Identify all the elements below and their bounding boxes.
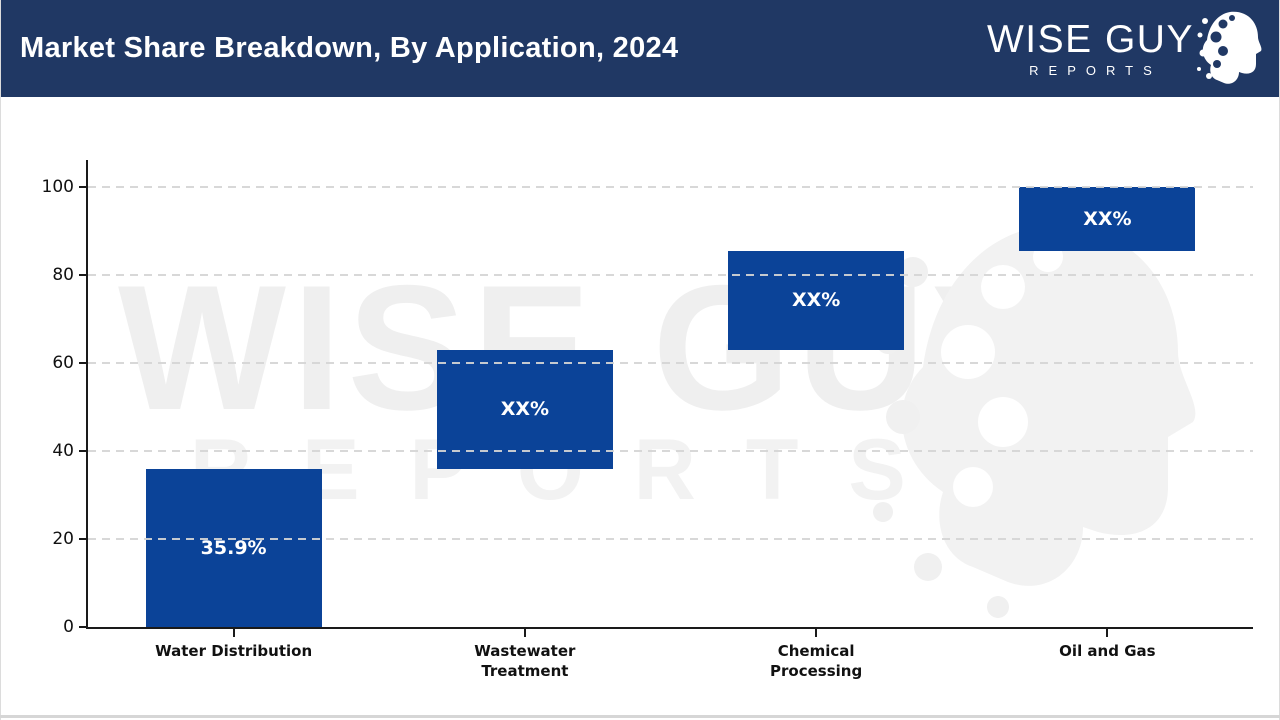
gridline bbox=[88, 274, 1253, 276]
logo-text: WISE GUY REPORTS bbox=[987, 20, 1194, 78]
y-tick-mark bbox=[79, 274, 86, 276]
bar-value-label: XX% bbox=[1083, 207, 1132, 230]
y-tick-label: 80 bbox=[52, 265, 74, 285]
page-border-left bbox=[0, 0, 1, 720]
x-tick-mark bbox=[232, 629, 235, 637]
brand-logo: WISE GUY REPORTS bbox=[987, 9, 1264, 89]
y-tick-label: 60 bbox=[52, 353, 74, 373]
x-tick-mark bbox=[815, 629, 818, 637]
bar-segment: 35.9% bbox=[145, 469, 322, 627]
bar-value-label: XX% bbox=[791, 289, 841, 312]
chart-area: WISE GUY REPORTS 0 20 40 60 80 100 35.9% Water … bbox=[0, 97, 1280, 717]
logo-subtitle: REPORTS bbox=[1029, 62, 1162, 78]
y-tick-label: 0 bbox=[63, 617, 74, 637]
y-tick-mark bbox=[79, 362, 86, 364]
watermark-head-icon bbox=[873, 225, 1196, 618]
x-axis-line bbox=[86, 627, 1253, 629]
bar-value-label: XX% bbox=[500, 398, 550, 421]
y-axis-line bbox=[86, 160, 88, 629]
plot-area: 0 20 40 60 80 100 35.9% Water Distribution XX% Wa… bbox=[42, 160, 1253, 680]
logo-wordmark: WISE GUY bbox=[986, 17, 1194, 61]
bar-value-label: 35.9% bbox=[200, 537, 267, 559]
page-title: Market Share Breakdown, By Application, … bbox=[20, 32, 679, 64]
x-tick-label: Wastewater Treatment bbox=[474, 642, 576, 680]
header-bar: Market Share Breakdown, By Application, … bbox=[0, 0, 1280, 97]
logo-head-icon bbox=[1197, 11, 1262, 84]
y-tick-label: 20 bbox=[52, 529, 74, 549]
bar-segment: XX% bbox=[728, 250, 905, 350]
gridline bbox=[88, 362, 1253, 364]
y-tick-mark bbox=[79, 626, 86, 628]
bar-segment: XX% bbox=[436, 349, 613, 470]
x-tick-mark bbox=[1106, 629, 1109, 637]
y-tick-mark bbox=[79, 186, 86, 188]
x-tick-mark bbox=[523, 629, 526, 637]
gridline bbox=[88, 186, 1253, 188]
x-tick-label: Water Distribution bbox=[155, 642, 313, 660]
gridline bbox=[88, 450, 1253, 452]
y-tick-label: 100 bbox=[41, 177, 74, 197]
page-border-bottom bbox=[0, 715, 1280, 718]
y-tick-mark bbox=[79, 450, 86, 452]
y-tick-mark bbox=[79, 538, 86, 540]
x-tick-label: Chemical Processing bbox=[770, 642, 863, 680]
y-tick-label: 40 bbox=[52, 441, 74, 461]
gridline bbox=[88, 538, 1253, 540]
bar-segment: XX% bbox=[1019, 187, 1196, 251]
x-tick-label: Oil and Gas bbox=[1059, 642, 1156, 660]
